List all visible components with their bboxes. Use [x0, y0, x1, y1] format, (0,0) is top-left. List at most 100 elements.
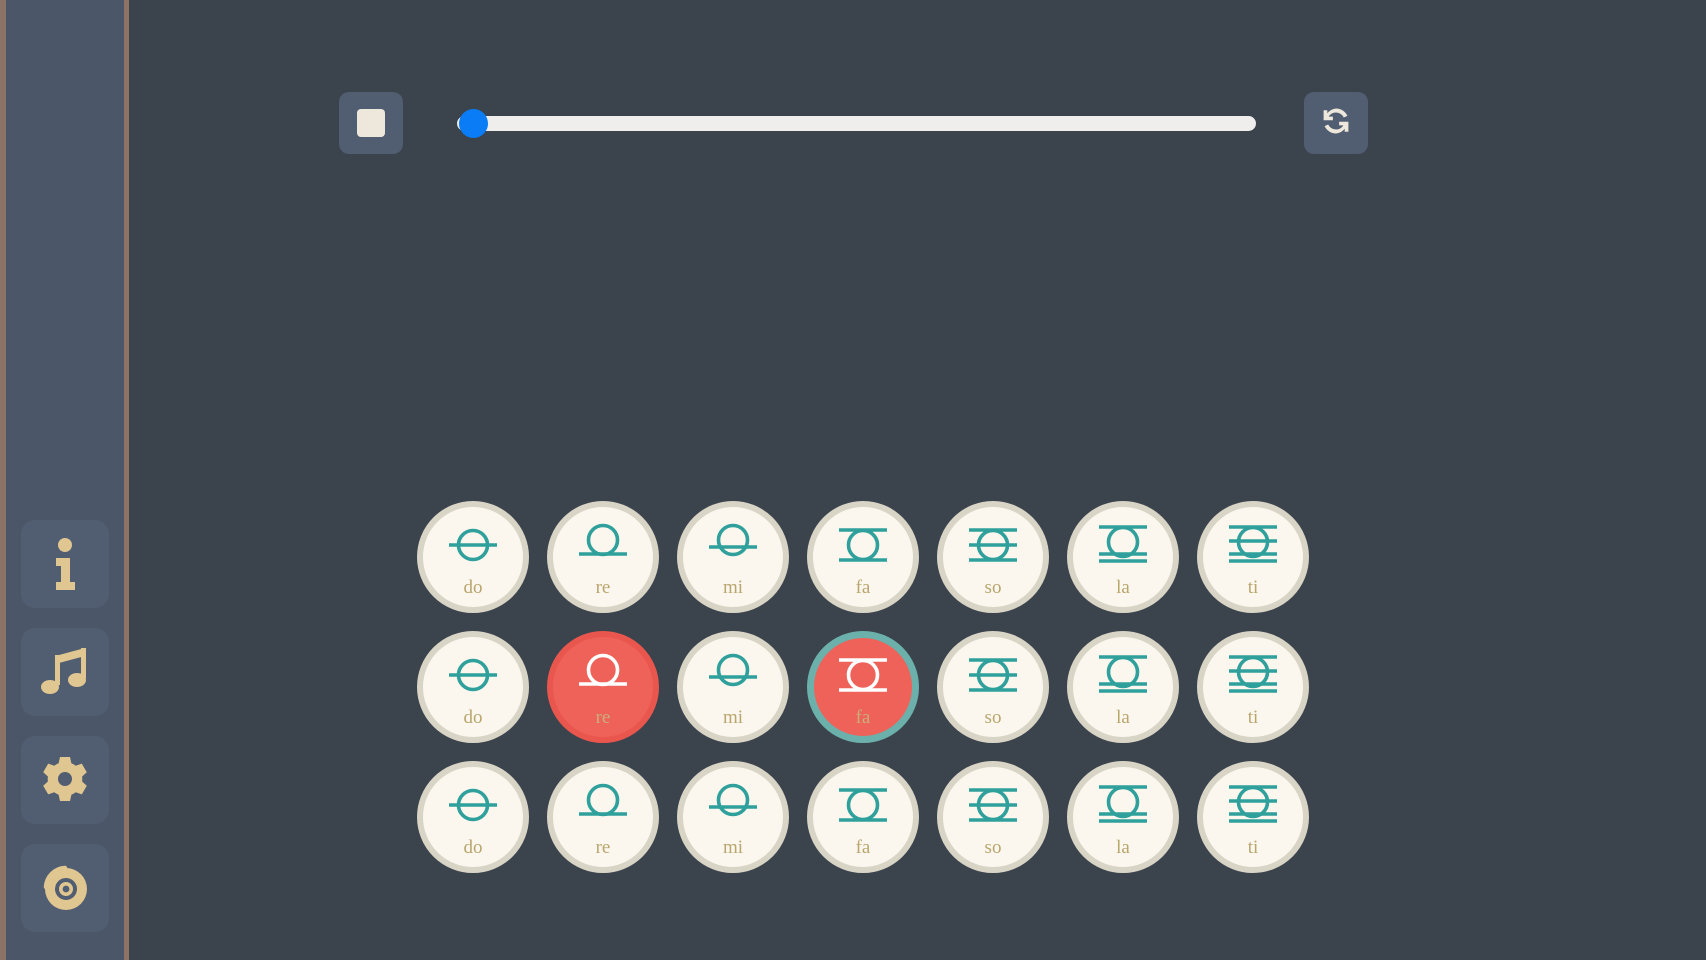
note-do-icon: [449, 788, 497, 821]
note-button-mi-2[interactable]: mi: [677, 761, 789, 873]
info-icon: [44, 538, 86, 590]
note-label: la: [1116, 836, 1130, 858]
note-label: la: [1116, 706, 1130, 728]
note-cell: do: [408, 492, 538, 622]
note-fa-icon: [839, 527, 887, 562]
note-row: do re mi fa so la ti: [408, 752, 1318, 882]
note-button-so-0[interactable]: so: [937, 501, 1049, 613]
note-label: so: [984, 576, 1002, 598]
note-label: la: [1116, 576, 1130, 598]
sidebar: [0, 0, 129, 960]
note-cell: fa: [798, 492, 928, 622]
note-button-fa-1[interactable]: fa: [807, 631, 919, 743]
note-so-icon: [969, 657, 1017, 692]
note-button-re-0[interactable]: re: [547, 501, 659, 613]
note-cell: do: [408, 752, 538, 882]
note-button-la-1[interactable]: la: [1067, 631, 1179, 743]
vinyl-disc-icon: [39, 862, 91, 914]
note-fa-icon: [839, 787, 887, 822]
note-cell: ti: [1188, 492, 1318, 622]
note-cell: mi: [668, 752, 798, 882]
note-button-fa-2[interactable]: fa: [807, 761, 919, 873]
note-label: re: [595, 836, 611, 858]
note-label: re: [595, 576, 611, 598]
note-re-icon: [579, 783, 627, 816]
note-cell: mi: [668, 622, 798, 752]
note-button-do-1[interactable]: do: [417, 631, 529, 743]
note-so-icon: [969, 787, 1017, 822]
note-so-icon: [969, 527, 1017, 562]
tempo-slider[interactable]: [451, 92, 1256, 154]
sidebar-item-music[interactable]: [21, 628, 109, 716]
sidebar-item-record[interactable]: [21, 844, 109, 932]
note-cell: fa: [798, 752, 928, 882]
note-button-mi-0[interactable]: mi: [677, 501, 789, 613]
note-label: re: [595, 706, 611, 728]
note-label: fa: [855, 706, 871, 728]
note-label: so: [984, 706, 1002, 728]
note-la-icon: [1099, 784, 1147, 823]
stop-square-icon: [357, 109, 385, 137]
note-label: do: [463, 706, 483, 728]
note-fa-icon: [839, 657, 887, 692]
note-button-do-2[interactable]: do: [417, 761, 529, 873]
note-label: mi: [722, 576, 744, 598]
note-cell: fa: [798, 622, 928, 752]
note-cell: so: [928, 752, 1058, 882]
note-re-icon: [579, 653, 627, 686]
note-cell: re: [538, 752, 668, 882]
note-grid: do re mi fa so la ti do re mi fa so la ti do re mi fa so la…: [408, 492, 1318, 882]
note-label: do: [463, 576, 483, 598]
note-la-icon: [1099, 524, 1147, 563]
note-button-ti-2[interactable]: ti: [1197, 761, 1309, 873]
note-cell: ti: [1188, 752, 1318, 882]
note-cell: ti: [1188, 622, 1318, 752]
note-ti-icon: [1229, 654, 1277, 693]
note-button-ti-1[interactable]: ti: [1197, 631, 1309, 743]
note-cell: so: [928, 492, 1058, 622]
note-la-icon: [1099, 654, 1147, 693]
note-button-re-1[interactable]: re: [547, 631, 659, 743]
note-label: fa: [855, 576, 871, 598]
note-cell: re: [538, 622, 668, 752]
note-do-icon: [449, 528, 497, 561]
note-button-la-2[interactable]: la: [1067, 761, 1179, 873]
note-mi-icon: [709, 783, 757, 816]
note-label: mi: [722, 706, 744, 728]
note-cell: la: [1058, 752, 1188, 882]
note-button-so-2[interactable]: so: [937, 761, 1049, 873]
slider-track[interactable]: [457, 115, 1256, 131]
note-button-fa-0[interactable]: fa: [807, 501, 919, 613]
note-row: do re mi fa so la ti: [408, 622, 1318, 752]
note-cell: mi: [668, 492, 798, 622]
note-re-icon: [579, 523, 627, 556]
note-label: ti: [1247, 706, 1259, 728]
note-label: do: [463, 836, 483, 858]
note-mi-icon: [709, 523, 757, 556]
note-button-mi-1[interactable]: mi: [677, 631, 789, 743]
note-label: mi: [722, 836, 744, 858]
note-row: do re mi fa so la ti: [408, 492, 1318, 622]
music-note-icon: [41, 647, 89, 697]
note-label: ti: [1247, 576, 1259, 598]
note-button-do-0[interactable]: do: [417, 501, 529, 613]
playback-toolbar: [339, 92, 1368, 154]
gear-icon: [40, 755, 90, 805]
note-button-ti-0[interactable]: ti: [1197, 501, 1309, 613]
sidebar-item-settings[interactable]: [21, 736, 109, 824]
reload-button[interactable]: [1304, 92, 1368, 154]
note-cell: so: [928, 622, 1058, 752]
slider-thumb[interactable]: [459, 108, 488, 138]
refresh-icon: [1317, 102, 1355, 145]
note-do-icon: [449, 658, 497, 691]
note-label: ti: [1247, 836, 1259, 858]
note-button-so-1[interactable]: so: [937, 631, 1049, 743]
note-button-re-2[interactable]: re: [547, 761, 659, 873]
sidebar-item-info[interactable]: [21, 520, 109, 608]
stop-button[interactable]: [339, 92, 403, 154]
note-cell: la: [1058, 492, 1188, 622]
note-cell: do: [408, 622, 538, 752]
note-button-la-0[interactable]: la: [1067, 501, 1179, 613]
note-label: so: [984, 836, 1002, 858]
